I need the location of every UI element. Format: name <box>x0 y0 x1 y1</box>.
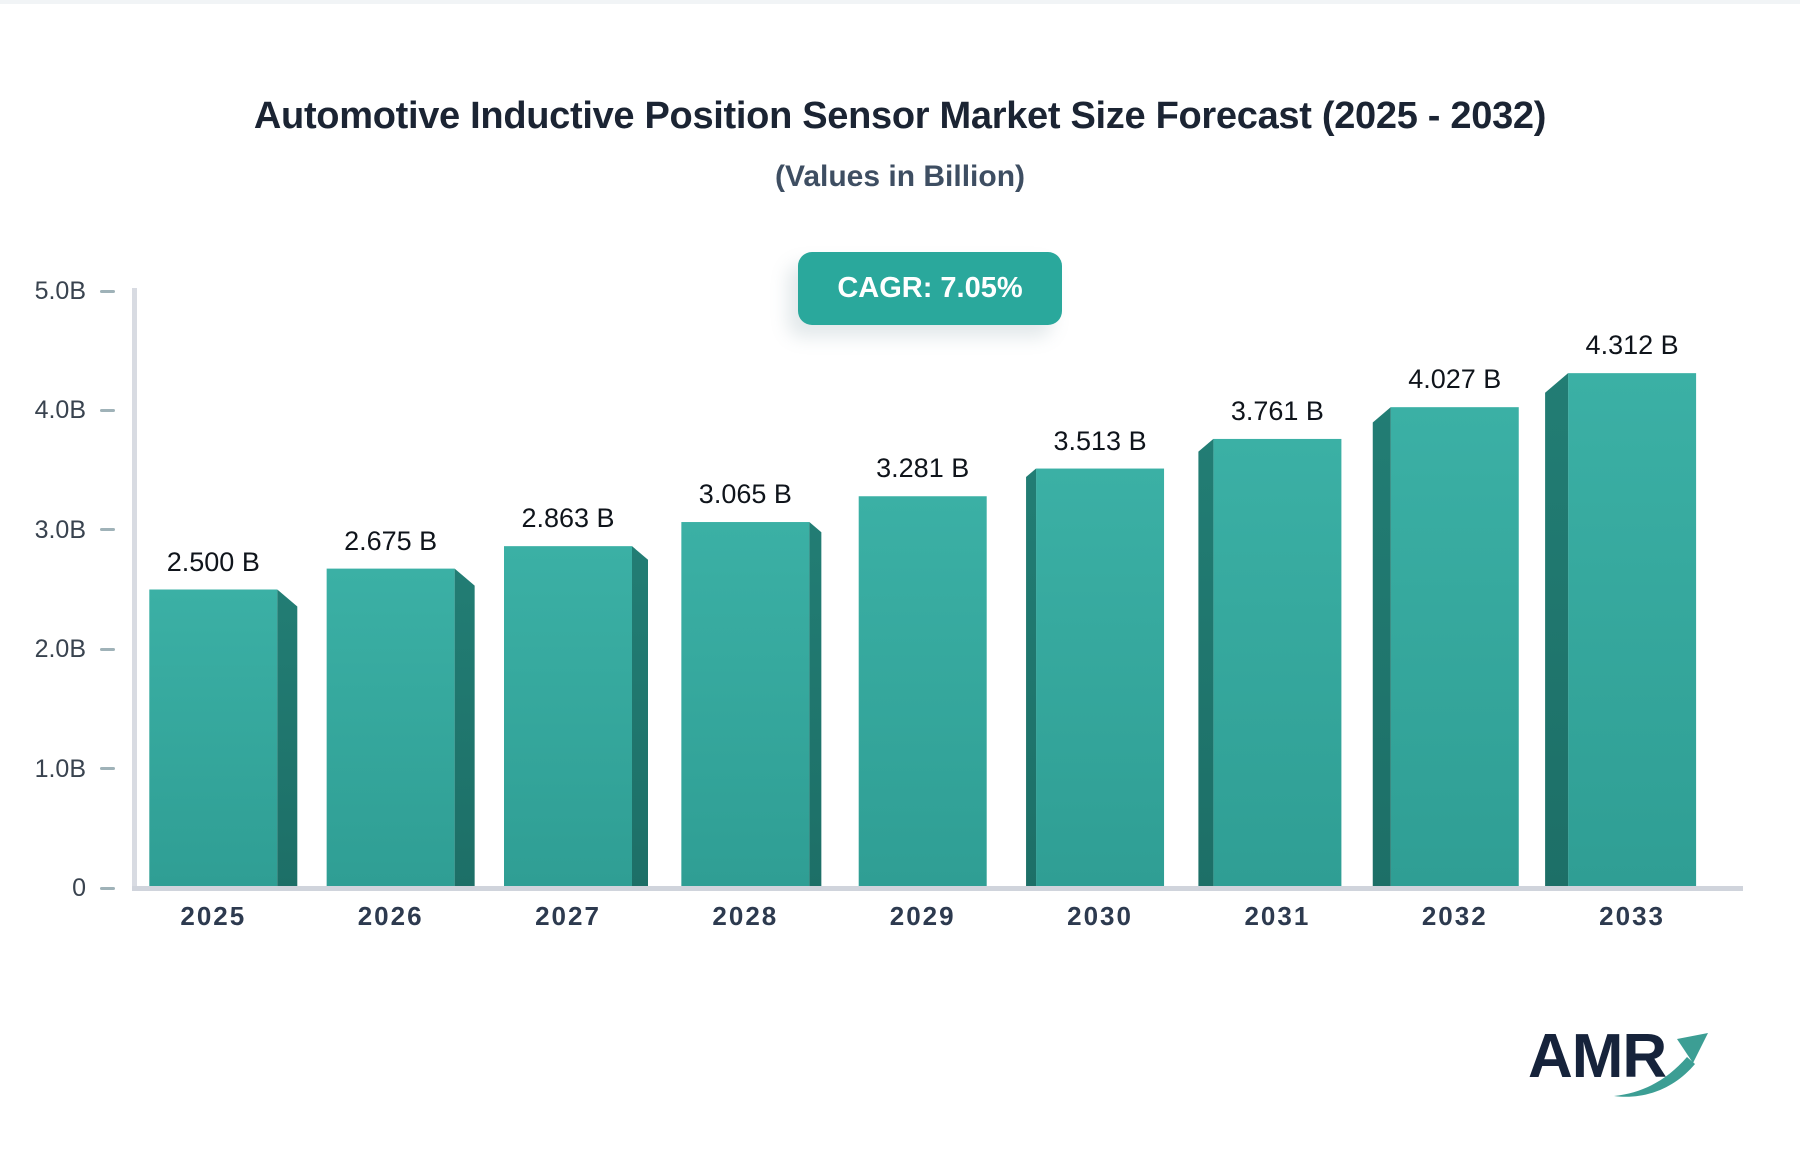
bar-2030 <box>1036 468 1165 887</box>
top-edge-strip <box>0 0 1800 4</box>
x-axis-baseline <box>132 886 1743 891</box>
x-axis-label: 2027 <box>535 901 601 931</box>
bar-2025 <box>149 589 278 887</box>
y-axis-tick-mark <box>100 647 115 651</box>
bar-value-label: 4.027 B <box>1408 364 1502 395</box>
bar-value-label: 2.500 B <box>166 546 260 577</box>
x-axis-label: 2025 <box>180 901 247 931</box>
y-axis-line <box>132 288 137 891</box>
bar-2027 <box>504 546 632 887</box>
bar-2028 <box>681 522 810 887</box>
bar-side-2027 <box>632 546 648 887</box>
y-axis-tick-label: 3.0B <box>34 515 86 544</box>
bar-side-2032 <box>1372 407 1391 887</box>
bar-side-2028 <box>809 522 822 887</box>
bar-2032 <box>1390 407 1519 887</box>
y-axis-tick-label: 1.0B <box>34 754 86 783</box>
x-axis-label: 2031 <box>1244 901 1311 931</box>
chart-title: Automotive Inductive Position Sensor Mar… <box>253 95 1547 137</box>
bar-side-2025 <box>277 589 298 887</box>
growth-arrow-icon <box>1614 1033 1708 1097</box>
x-axis-label: 2029 <box>889 901 956 931</box>
amr-logo: AMR <box>1528 1026 1728 1116</box>
bar-side-2033 <box>1545 373 1569 887</box>
x-axis-label: 2032 <box>1421 901 1488 931</box>
x-axis-label: 2028 <box>712 901 779 931</box>
y-axis-tick-label: 4.0B <box>34 396 86 425</box>
bar-value-label: 3.065 B <box>698 479 792 510</box>
bar-value-label: 3.761 B <box>1230 395 1324 426</box>
bar-value-label: 3.513 B <box>1053 425 1147 456</box>
x-axis-label: 2030 <box>1067 901 1133 931</box>
bar-side-2026 <box>454 568 475 887</box>
bar-value-label: 3.281 B <box>876 453 970 484</box>
bar-value-label: 2.863 B <box>521 503 615 534</box>
bar-value-label: 2.675 B <box>344 525 438 556</box>
bar-value-label: 4.312 B <box>1585 330 1679 361</box>
bar-2031 <box>1213 438 1342 887</box>
y-axis-tick-mark <box>100 767 115 771</box>
y-axis-tick-mark <box>100 528 115 532</box>
x-axis-label: 2026 <box>357 901 424 931</box>
y-axis-tick-label: 0 <box>72 874 86 902</box>
x-axis-label: 2033 <box>1599 901 1666 931</box>
y-axis-tick-label: 2.0B <box>34 635 86 664</box>
y-axis-tick-label: 5.0B <box>34 277 86 305</box>
bar-side-2031 <box>1198 438 1214 887</box>
y-axis-tick-mark <box>100 289 115 293</box>
bar-side-2030 <box>1026 468 1037 887</box>
bar-2026 <box>326 568 455 887</box>
bar-2029 <box>858 496 987 887</box>
amr-logo-text: AMR <box>1528 1022 1667 1091</box>
chart-subtitle: (Values in Billion) <box>774 160 1026 193</box>
bar-2033 <box>1568 373 1697 887</box>
y-axis-tick-mark <box>100 408 115 412</box>
y-axis-tick-mark <box>100 886 115 890</box>
cagr-badge: CAGR: 7.05% <box>798 252 1062 325</box>
